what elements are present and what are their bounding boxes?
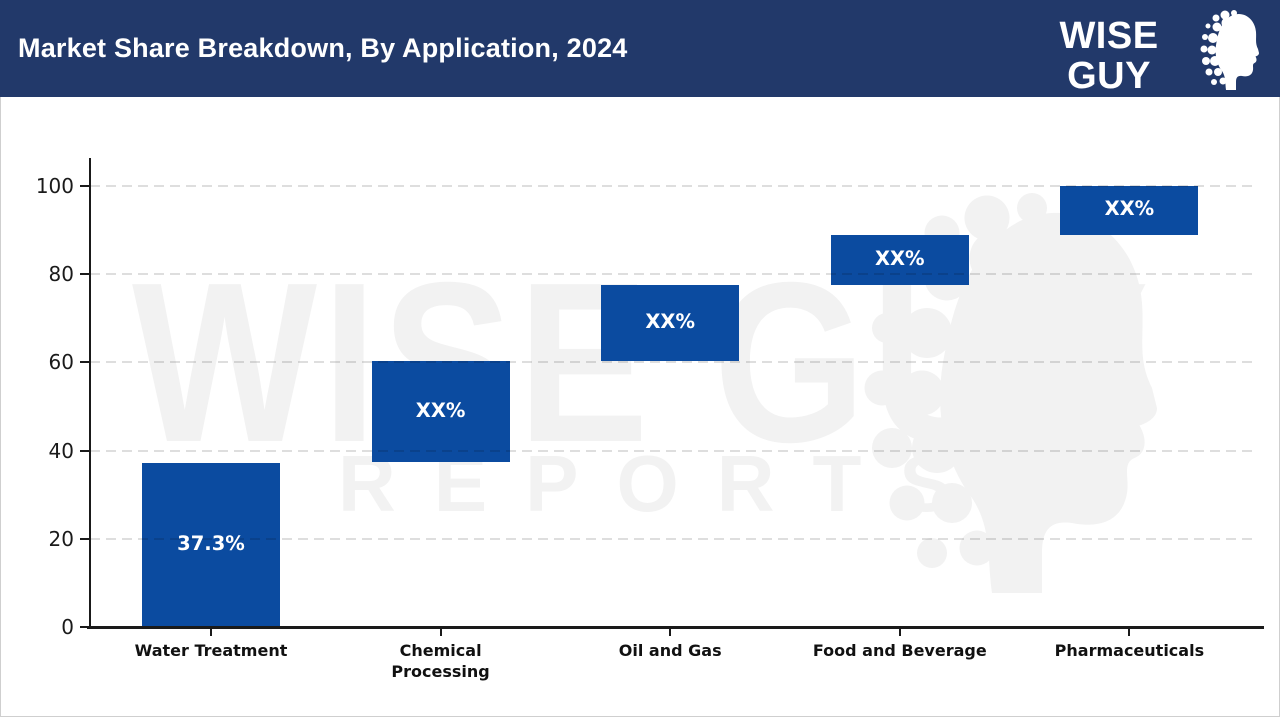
bar-value-label: XX%: [645, 309, 695, 333]
bar-value-label: XX%: [1104, 197, 1155, 221]
bar: [142, 462, 280, 627]
gridline: [90, 273, 1255, 276]
y-tick-label: 40: [48, 438, 74, 463]
x-category-label: Oil and Gas: [618, 641, 722, 660]
x-tick-mark: [898, 628, 901, 636]
x-axis-line: [87, 626, 1264, 629]
y-tick-mark: [80, 626, 89, 628]
x-category-label: Food and Beverage: [812, 641, 987, 660]
wise-guy-logo: WISE GUY REPORTS: [1016, 8, 1266, 113]
bar: [1060, 186, 1199, 235]
y-tick-label: 80: [48, 262, 74, 287]
logo-subtitle: REPORTS: [1036, 97, 1195, 113]
page-title: Market Share Breakdown, By Application, …: [18, 33, 628, 63]
x-tick-mark: [210, 628, 212, 636]
bar: [830, 234, 969, 286]
x-category-label: Pharmaceuticals: [1054, 641, 1205, 660]
x-tick-mark: [1128, 628, 1131, 636]
x-tick-mark: [439, 628, 442, 636]
gridline: [90, 449, 1255, 452]
logo-wordmark: WISE GUY: [1059, 15, 1159, 97]
bar-value-label: 37.3%: [177, 531, 245, 555]
y-tick-label: 20: [48, 526, 74, 551]
bar-value-label: XX%: [874, 247, 925, 271]
y-tick-mark: [80, 185, 89, 187]
bar: [601, 285, 740, 361]
gridline: [90, 185, 1255, 187]
logo-text: WISE GUY REPORTS: [1020, 16, 1198, 114]
y-tick-label: 60: [48, 350, 74, 375]
gridline: [90, 537, 1255, 540]
y-tick-label: 0: [61, 615, 74, 639]
x-category-label: Chemical Processing: [391, 641, 490, 681]
y-tick-mark: [80, 361, 89, 364]
y-tick-mark: [80, 449, 89, 452]
x-category-label: Water Treatment: [134, 641, 288, 660]
y-tick-mark: [80, 537, 89, 540]
y-tick-label: 100: [35, 174, 74, 198]
y-tick-mark: [80, 273, 89, 276]
header-bar: Market Share Breakdown, By Application, …: [0, 0, 1280, 113]
y-axis-line: [89, 158, 91, 629]
bar-value-label: XX%: [415, 398, 466, 422]
gridline: [90, 361, 1255, 364]
x-tick-mark: [669, 628, 672, 636]
bar: [371, 360, 510, 463]
